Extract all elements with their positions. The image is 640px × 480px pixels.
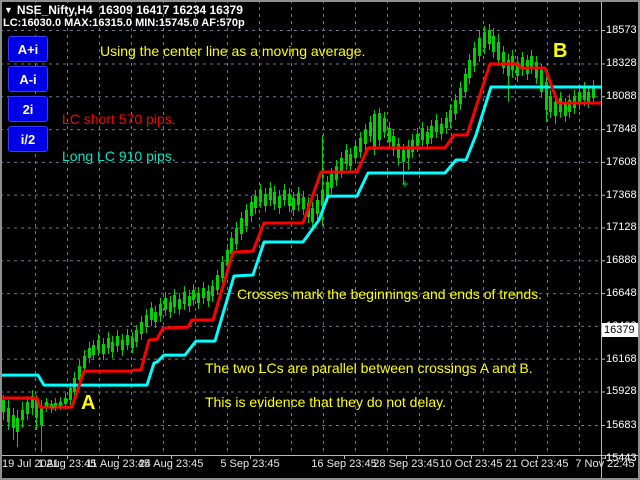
lc-short-line <box>0 62 601 409</box>
price-label: 17608 <box>606 155 637 168</box>
time-label: 28 Sep 23:45 <box>373 458 439 470</box>
price-label: 18088 <box>606 90 637 103</box>
symbol-period-label: NSE_Nifty,H4 <box>16 3 93 17</box>
time-label: 5 Sep 23:45 <box>220 458 280 470</box>
price-label: 15683 <box>606 418 637 431</box>
price-label: 16648 <box>606 287 637 300</box>
annotation-crosses: Crosses mark the beginnings and ends of … <box>237 286 543 302</box>
annotation-lc-short: LC short 570 pips. <box>62 111 176 127</box>
price-label: 17368 <box>606 188 637 201</box>
time-label: 11 Aug 23:45 <box>85 458 151 470</box>
price-label: 15928 <box>606 385 637 398</box>
scale-button-2i[interactable]: 2i <box>8 96 48 122</box>
price-label: 18328 <box>606 57 637 70</box>
crossing-marker-a: A <box>81 392 96 414</box>
lc-long-line <box>0 85 601 387</box>
time-label: 7 Nov 22:45 <box>575 458 635 470</box>
current-price-box: 16379 <box>602 322 640 337</box>
indicator-readout: LC:16030.0 MAX:16315.0 MIN:15745.0 AF:57… <box>3 17 245 29</box>
scale-button-a-minus-i[interactable]: A-i <box>8 66 48 92</box>
annotation-center-line: Using the center line as a moving averag… <box>100 43 366 59</box>
price-label: 17128 <box>606 221 637 234</box>
candles-layer <box>2 23 595 453</box>
annotation-evidence: This is evidence that they do not delay. <box>205 394 446 410</box>
time-label: 16 Sep 23:45 <box>311 458 377 470</box>
scale-button-i-div-2[interactable]: i/2 <box>8 126 48 152</box>
annotation-parallel: The two LCs are parallel between crossin… <box>205 360 533 376</box>
price-axis[interactable]: 18573 18328 18088 17848 17608 17368 17128 16888… <box>602 0 640 480</box>
crossing-marker-b: B <box>553 40 568 62</box>
chart-title: ▼ NSE_Nifty,H4 16309 16417 16234 16379 <box>4 3 243 17</box>
trend-cross-marks <box>44 181 408 411</box>
price-label: 16168 <box>606 352 637 365</box>
price-label: 16888 <box>606 254 637 267</box>
price-label: 18573 <box>606 24 637 36</box>
grid-layer <box>0 0 601 455</box>
scale-button-a-plus-i[interactable]: A+i <box>8 36 48 62</box>
chevron-down-icon[interactable]: ▼ <box>4 5 13 15</box>
ohlc-readout: 16309 16417 16234 16379 <box>99 3 243 17</box>
price-label: 15443 <box>606 451 637 464</box>
time-label: 24 Aug 23:45 <box>138 458 204 470</box>
time-label: 1 Aug 23:45 <box>37 458 97 470</box>
time-label: 10 Oct 23:45 <box>439 458 503 470</box>
annotation-lc-long: Long LC 910 pips. <box>62 148 176 164</box>
time-label: 21 Oct 23:45 <box>505 458 569 470</box>
price-label: 17848 <box>606 123 637 136</box>
time-axis[interactable]: 19 Jul 2021 1 Aug 23:45 11 Aug 23:45 24 Aug… <box>0 458 640 478</box>
time-label: 19 Jul 2021 <box>2 458 59 470</box>
